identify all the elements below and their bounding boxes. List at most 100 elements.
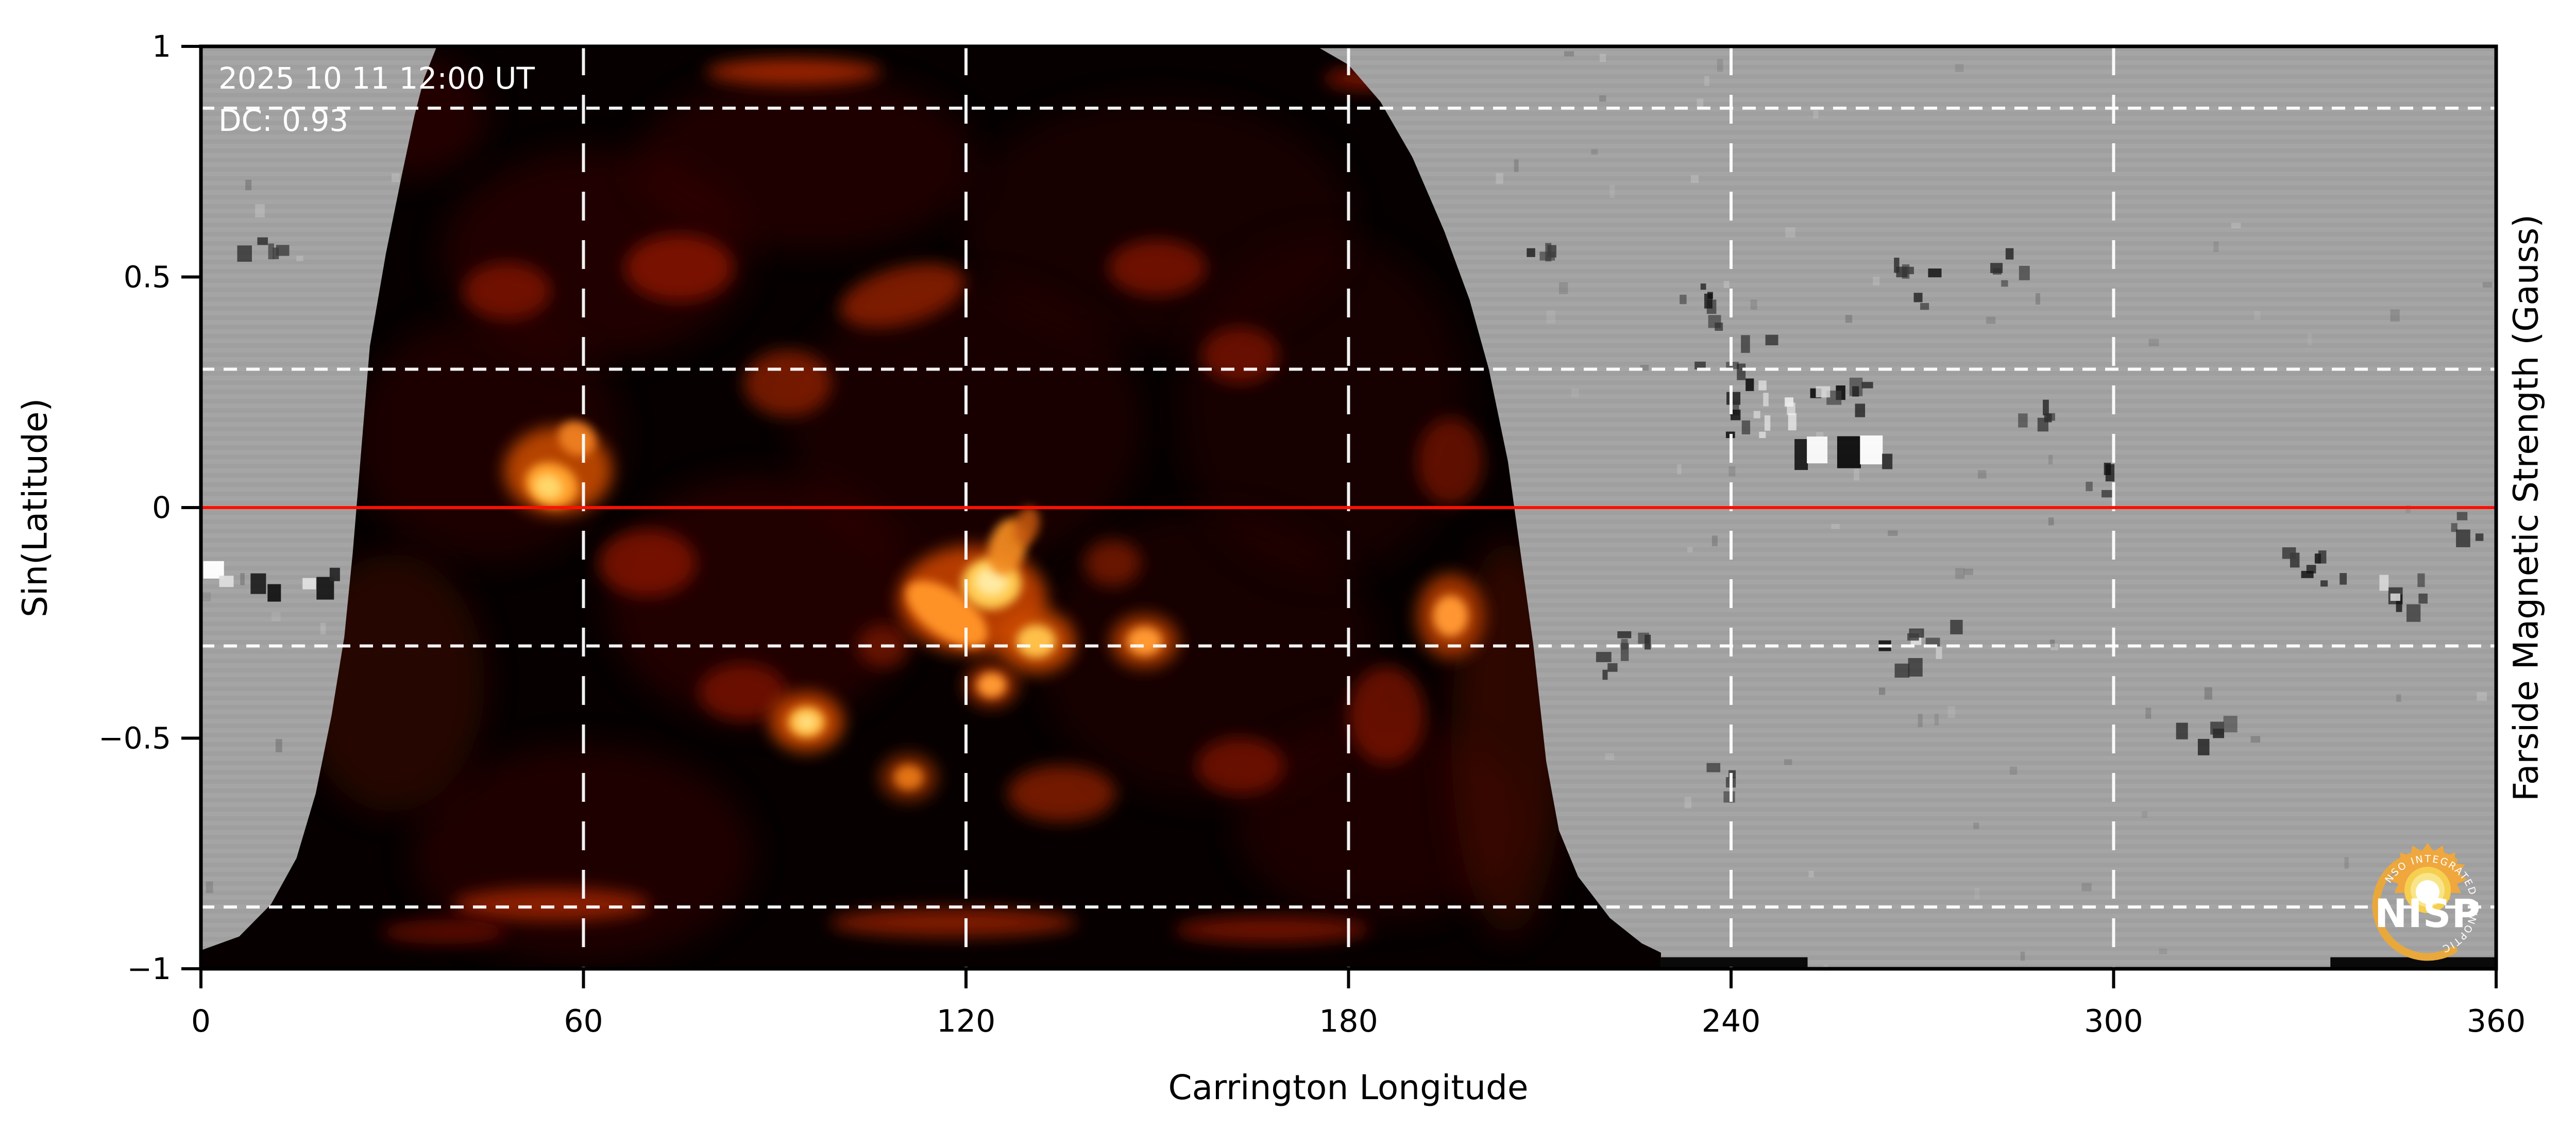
noise-speck [1564, 51, 1574, 57]
active-region-speck [2418, 593, 2428, 604]
active-region-speck [1763, 393, 1769, 407]
farside-magnetic-blob [1201, 327, 1279, 384]
active-region-speck [1807, 436, 1828, 464]
noise-speck [1808, 871, 1814, 878]
active-region-speck [1706, 763, 1721, 772]
noise-speck [1974, 887, 1980, 900]
active-region-cluster [2086, 462, 2115, 498]
noise-speck [1973, 822, 1979, 829]
farside-magnetic-blob [1174, 916, 1370, 943]
noise-speck [1785, 227, 1795, 238]
active-region-speck [2314, 553, 2321, 564]
noise-speck [1605, 753, 1614, 761]
active-region-cluster [1680, 283, 1723, 331]
noise-speck [1728, 466, 1736, 477]
polar-dark-strip [1660, 957, 1808, 969]
noise-speck [2050, 643, 2059, 651]
active-region-speck [276, 245, 290, 256]
active-region-speck [1816, 386, 1831, 398]
noise-speck [2213, 241, 2219, 252]
active-region-speck [1788, 413, 1797, 431]
farside-magnetic-blob [598, 529, 697, 597]
nisp-logo: NISP NSO INTEGRATED SYNOPTIC PROGRAM [2372, 843, 2481, 961]
active-region-speck [2406, 604, 2421, 622]
farside-magnetic-blob [1196, 737, 1284, 795]
nisp-logo-sun-icon [2388, 843, 2467, 913]
active-region-speck [2005, 248, 2014, 260]
y-tick-label: 0.5 [124, 260, 171, 295]
y-tick-label: −1 [127, 951, 172, 986]
noise-speck [1711, 535, 1718, 546]
active-region-speck [1764, 415, 1771, 431]
y-axis-label: Sin(Latitude) [15, 398, 55, 617]
noise-speck [1813, 110, 1819, 119]
active-region-speck [1928, 268, 1942, 278]
noise-speck [392, 173, 400, 182]
active-region-speck [2001, 280, 2008, 287]
noise-speck [1599, 54, 1606, 62]
active-region-cluster [2176, 716, 2238, 755]
y-tick-label: 1 [152, 29, 171, 64]
farside-magnetic-blob [1007, 765, 1116, 822]
active-region-speck [1617, 631, 1632, 638]
y-tick-label: −0.5 [98, 721, 171, 756]
active-region-speck [2019, 265, 2030, 280]
active-region-speck [1913, 293, 1923, 302]
noise-speck [275, 739, 282, 752]
noise-speck [1854, 469, 1859, 481]
farside-magnetic-blob [558, 421, 596, 456]
noise-speck [2159, 948, 2167, 954]
noise-speck [2035, 293, 2040, 305]
active-region-speck [2086, 481, 2093, 492]
active-region-speck [1765, 334, 1778, 346]
active-region-speck [1837, 436, 1861, 468]
nisp-logo-wordmark: NISP [2375, 890, 2481, 936]
active-region-speck [1920, 303, 1929, 310]
active-region-cluster [2282, 547, 2347, 587]
active-region-cluster [1878, 619, 1963, 678]
active-region-speck [2102, 490, 2115, 498]
active-region-speck [1759, 431, 1766, 439]
active-region-speck [268, 243, 274, 260]
noise-speck [1831, 524, 1840, 529]
dc-annotation: DC: 0.93 [218, 103, 349, 138]
active-region-speck [203, 561, 224, 579]
x-tick-label: 120 [937, 1003, 996, 1039]
active-region-speck [1547, 245, 1556, 258]
active-region-speck [1527, 248, 1535, 257]
active-region-speck [1694, 361, 1706, 369]
active-region-speck [1794, 439, 1808, 470]
farside-magnetic-blob [463, 262, 551, 319]
active-region-speck [267, 584, 281, 602]
noise-speck [1784, 759, 1792, 765]
active-region-speck [1715, 322, 1723, 331]
active-region-speck [2301, 570, 2314, 578]
active-region-speck [2340, 573, 2347, 585]
active-region-speck [1909, 628, 1924, 638]
active-region-speck [1645, 634, 1651, 650]
noise-speck [1704, 76, 1709, 86]
farside-magnetic-blob [894, 765, 923, 790]
noise-speck [1684, 797, 1692, 809]
active-region-speck [2396, 594, 2402, 612]
noise-speck [2148, 339, 2159, 346]
active-region-speck [1704, 293, 1713, 309]
active-region-speck [1700, 283, 1706, 290]
active-region-speck [1785, 397, 1793, 407]
active-region-speck [302, 578, 316, 590]
noise-speck [255, 204, 265, 218]
active-region-speck [2475, 533, 2484, 541]
active-region-speck [1950, 619, 1963, 634]
active-region-speck [2456, 529, 2470, 547]
date-annotation: 2025 10 11 12:00 UT [218, 61, 535, 96]
noise-speck [245, 179, 252, 191]
active-region-speck [1753, 411, 1760, 418]
noise-speck [1609, 184, 1615, 198]
noise-speck [1934, 714, 1939, 726]
active-region-cluster [2379, 573, 2428, 622]
noise-speck [1963, 568, 1973, 575]
active-region-speck [1894, 663, 1910, 678]
active-region-speck [1860, 435, 1883, 465]
noise-speck [2204, 687, 2212, 700]
